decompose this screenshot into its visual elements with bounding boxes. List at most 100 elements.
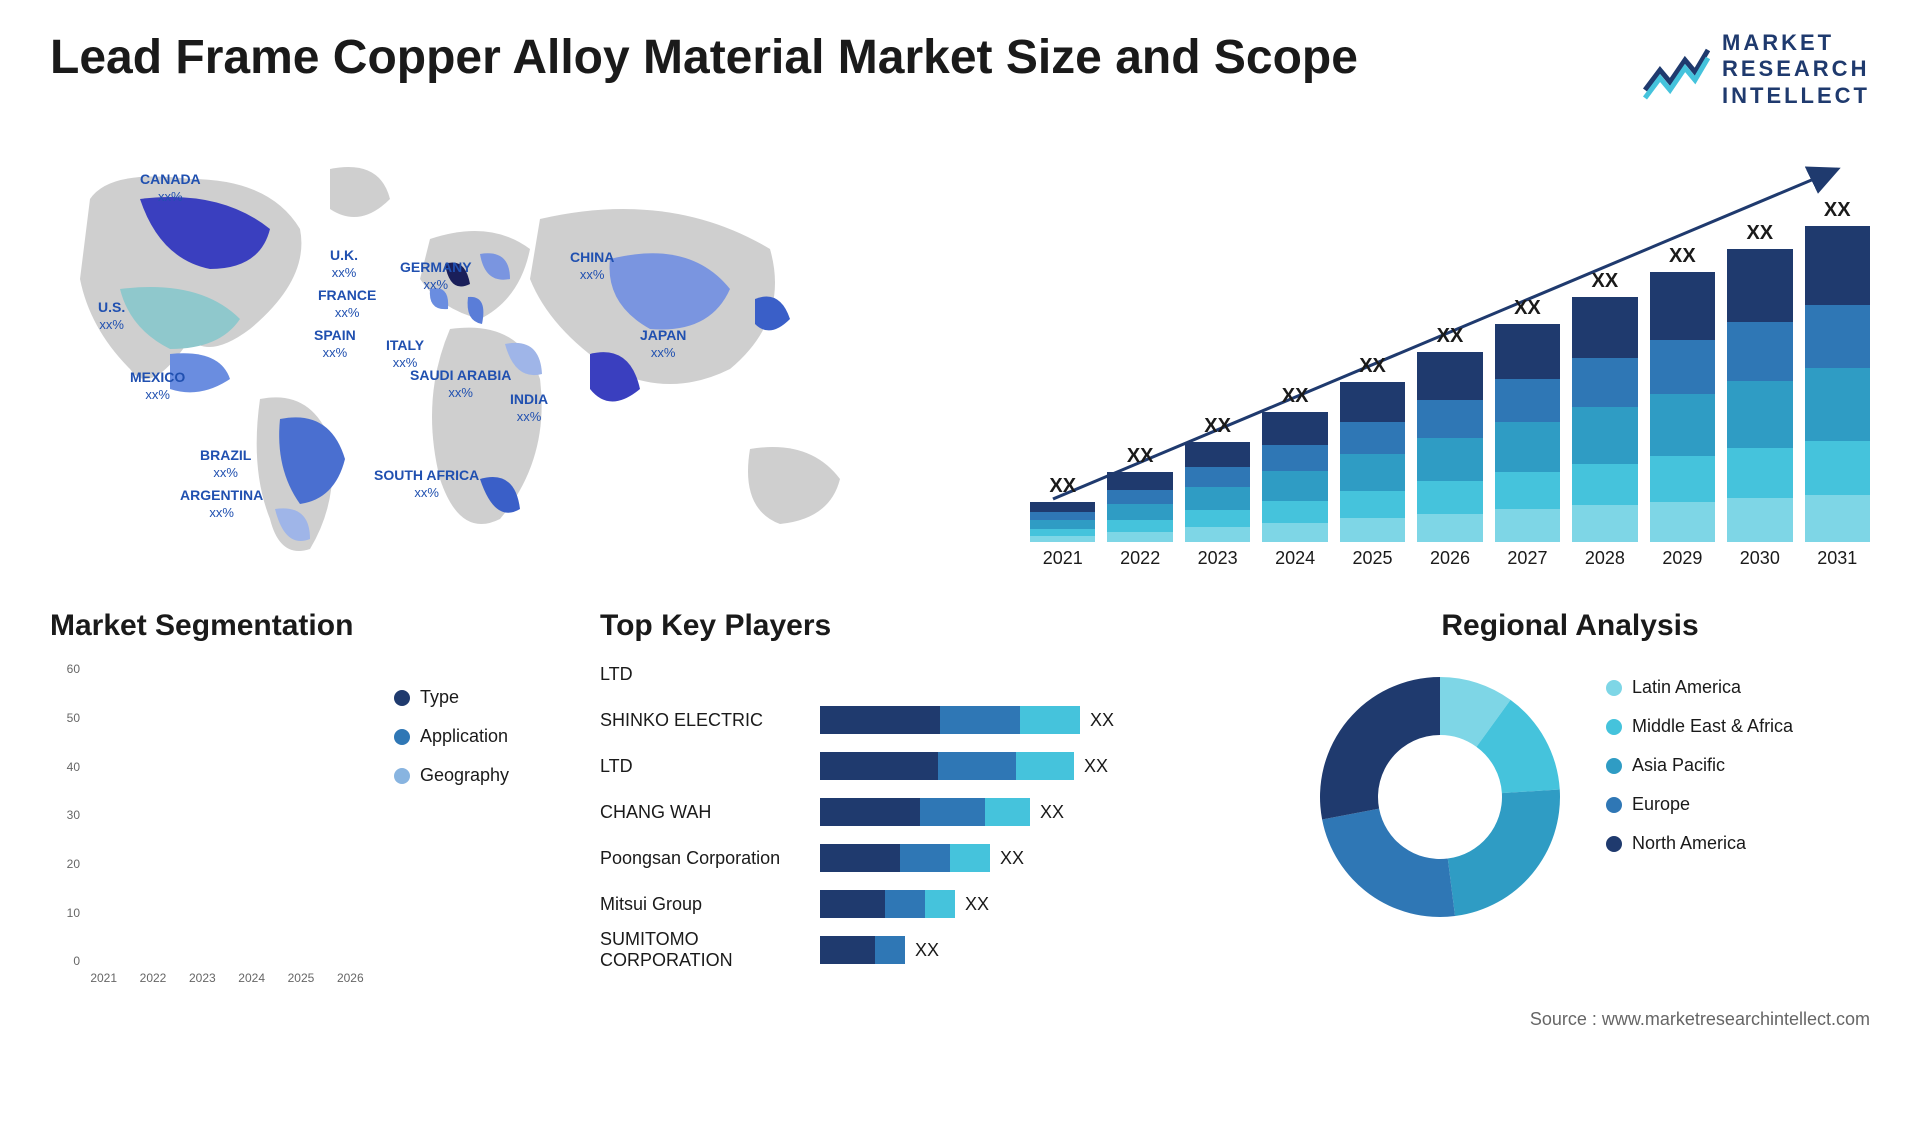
player-name: SHINKO ELECTRIC — [600, 710, 820, 731]
players-title: Top Key Players — [600, 609, 1240, 643]
legend-dot — [394, 768, 410, 784]
legend-dot — [1606, 680, 1622, 696]
seg-ytick: 30 — [50, 808, 80, 822]
seg-ytick: 0 — [50, 954, 80, 968]
seg-year-label: 2024 — [232, 971, 271, 985]
legend-item: Type — [394, 687, 509, 708]
legend-dot — [1606, 797, 1622, 813]
bottom-row: Market Segmentation 0 10 20 30 40 50 60 2021 20… — [50, 609, 1870, 989]
segmentation-title: Market Segmentation — [50, 609, 550, 643]
player-row: SHINKO ELECTRIC XX — [600, 703, 1240, 737]
source-attribution: Source : www.marketresearchintellect.com — [50, 1009, 1870, 1030]
legend-item: Europe — [1606, 794, 1793, 815]
player-row: CHANG WAHXX — [600, 795, 1240, 829]
legend-label: Latin America — [1632, 677, 1741, 698]
legend-label: North America — [1632, 833, 1746, 854]
map-label: INDIAxx% — [510, 391, 548, 425]
seg-year-label: 2021 — [84, 971, 123, 985]
growth-bar-value: XX — [1049, 475, 1076, 498]
seg-ytick: 50 — [50, 711, 80, 725]
legend-dot — [1606, 836, 1622, 852]
logo-line2: RESEARCH — [1722, 56, 1870, 82]
player-value: XX — [1090, 710, 1114, 731]
player-name: LTD — [600, 756, 820, 777]
logo-text: MARKET RESEARCH INTELLECT — [1722, 30, 1870, 109]
growth-bar: XX2030 — [1727, 222, 1792, 569]
player-bar: XX — [820, 798, 1240, 826]
player-value: XX — [1000, 848, 1024, 869]
growth-bar: XX2024 — [1262, 385, 1327, 569]
growth-bar-value: XX — [1746, 222, 1773, 245]
regional-title: Regional Analysis — [1290, 609, 1850, 643]
player-value: XX — [965, 894, 989, 915]
growth-bar-year: 2023 — [1198, 548, 1238, 569]
player-bar: XX — [820, 706, 1240, 734]
logo-line3: INTELLECT — [1722, 83, 1870, 109]
seg-ytick: 60 — [50, 662, 80, 676]
seg-ytick: 10 — [50, 906, 80, 920]
legend-dot — [394, 729, 410, 745]
seg-year-label: 2023 — [183, 971, 222, 985]
player-name: CHANG WAH — [600, 802, 820, 823]
growth-bar-value: XX — [1669, 245, 1696, 268]
map-label: SPAINxx% — [314, 327, 356, 361]
growth-bar: XX2026 — [1417, 325, 1482, 569]
map-label: JAPANxx% — [640, 327, 686, 361]
seg-year-label: 2022 — [133, 971, 172, 985]
player-name: Mitsui Group — [600, 894, 820, 915]
growth-bar-value: XX — [1204, 415, 1231, 438]
player-row: SUMITOMO CORPORATIONXX — [600, 933, 1240, 967]
regional-donut — [1290, 657, 1590, 989]
donut-slice — [1448, 790, 1560, 917]
player-value: XX — [1084, 756, 1108, 777]
players-section: Top Key Players LTDSHINKO ELECTRICXXLTDX… — [600, 609, 1240, 989]
donut-slice — [1320, 677, 1440, 819]
map-label: U.S.xx% — [98, 299, 125, 333]
seg-ytick: 40 — [50, 760, 80, 774]
map-label: FRANCExx% — [318, 287, 376, 321]
segmentation-legend: Type Application Geography — [370, 657, 509, 989]
map-label: SOUTH AFRICAxx% — [374, 467, 479, 501]
growth-bar: XX2031 — [1805, 199, 1870, 569]
legend-dot — [1606, 719, 1622, 735]
growth-bar-year: 2029 — [1662, 548, 1702, 569]
growth-bar-year: 2025 — [1353, 548, 1393, 569]
map-label: GERMANYxx% — [400, 259, 472, 293]
growth-bar-value: XX — [1127, 445, 1154, 468]
segmentation-section: Market Segmentation 0 10 20 30 40 50 60 2021 20… — [50, 609, 550, 989]
player-value: XX — [915, 940, 939, 961]
legend-item: Application — [394, 726, 509, 747]
map-label: U.K.xx% — [330, 247, 358, 281]
player-row: Mitsui Group XX — [600, 887, 1240, 921]
growth-bar: XX 2029 — [1650, 245, 1715, 569]
legend-item: Asia Pacific — [1606, 755, 1793, 776]
header: Lead Frame Copper Alloy Material Market … — [50, 30, 1870, 109]
legend-item: Geography — [394, 765, 509, 786]
growth-bar-year: 2031 — [1817, 548, 1857, 569]
top-row: CANADAxx%U.S.xx%MEXICOxx%BRAZILxx%ARGENT… — [50, 139, 1870, 569]
legend-item: Latin America — [1606, 677, 1793, 698]
segmentation-chart: 0 10 20 30 40 50 60 2021 2022 2023 2024 2025 2026 — [50, 657, 370, 989]
seg-ytick: 20 — [50, 857, 80, 871]
growth-bar-chart: XX2021XX2022XX2023XX2024XX2025XX2026XX20… — [1010, 139, 1870, 569]
world-map: CANADAxx%U.S.xx%MEXICOxx%BRAZILxx%ARGENT… — [50, 139, 950, 569]
player-bar: XX — [820, 936, 1240, 964]
legend-label: Geography — [420, 765, 509, 786]
player-bar: XX — [820, 844, 1240, 872]
growth-bar: XX2027 — [1495, 297, 1560, 569]
legend-dot — [394, 690, 410, 706]
growth-bar: XX2028 — [1572, 270, 1637, 569]
seg-year-label: 2026 — [331, 971, 370, 985]
map-label: SAUDI ARABIAxx% — [410, 367, 511, 401]
map-label: ITALYxx% — [386, 337, 424, 371]
donut-slice — [1322, 809, 1455, 917]
seg-year-label: 2025 — [281, 971, 320, 985]
legend-label: Asia Pacific — [1632, 755, 1725, 776]
map-label: CHINAxx% — [570, 249, 614, 283]
regional-section: Regional Analysis Latin America Middle Ea… — [1290, 609, 1850, 989]
growth-bar: XX2021 — [1030, 475, 1095, 569]
legend-label: Middle East & Africa — [1632, 716, 1793, 737]
map-label: ARGENTINAxx% — [180, 487, 263, 521]
legend-dot — [1606, 758, 1622, 774]
player-name: SUMITOMO CORPORATION — [600, 929, 820, 971]
